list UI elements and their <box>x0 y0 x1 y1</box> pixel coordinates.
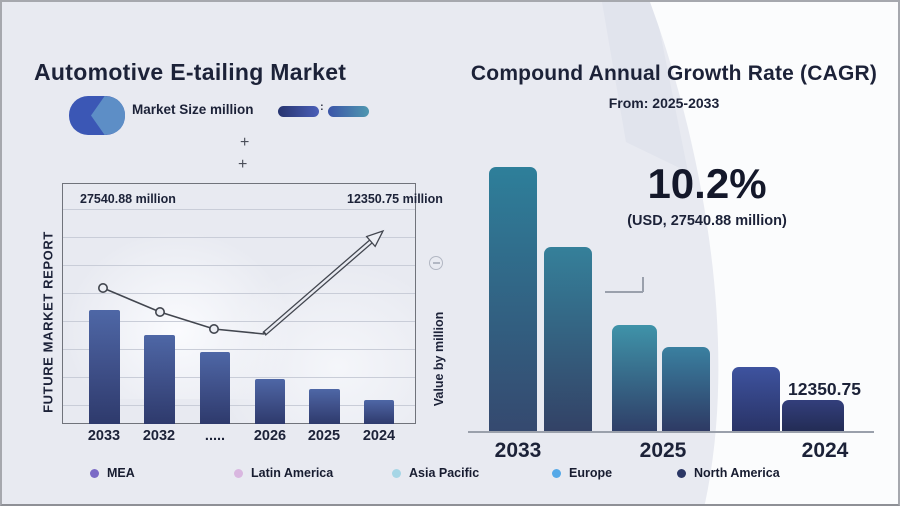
right-bar-2025-b <box>662 347 710 431</box>
legend-dot-europe <box>552 468 561 478</box>
start-value-label: 27540.88 million <box>80 192 176 206</box>
right-year-label-2033: 2033 <box>494 439 542 462</box>
gridline <box>63 293 415 294</box>
market-size-legend-label: Market Size million <box>132 102 254 117</box>
legend-dot-north-america <box>677 468 686 478</box>
legend-label-latin-america: Latin America <box>251 466 334 480</box>
legend-item-latin-america: Latin America <box>234 466 333 480</box>
left-year-label-2026: 2026 <box>253 428 287 444</box>
legend-label-europe: Europe <box>569 466 613 480</box>
left-year-label-2025: 2025 <box>307 428 341 444</box>
gridline <box>63 237 415 238</box>
left-bar-2024 <box>364 400 394 424</box>
legend-item-europe: Europe <box>552 466 612 480</box>
gridline <box>63 265 415 266</box>
right-bar-2033-a <box>489 167 537 431</box>
bar-value-annotation: 12350.75 <box>788 379 861 399</box>
cagr-note: (USD, 27540.88 million) <box>627 213 787 229</box>
gridline <box>63 349 415 350</box>
vertical-watermark-text: FUTURE MARKET REPORT <box>40 231 56 413</box>
left-year-label-2032: 2032 <box>142 428 176 444</box>
right-year-label-2024: 2024 <box>801 439 849 462</box>
corner-bracket <box>605 291 643 293</box>
right-bar-2033-b <box>544 247 592 431</box>
gridline <box>63 209 415 210</box>
pill-shape-dark <box>278 106 319 117</box>
right-bar-2025-a <box>612 325 657 431</box>
legend-dot-latin-america <box>234 468 243 478</box>
legend-item-mea: MEA <box>90 466 135 480</box>
legend-dot-mea <box>90 468 99 478</box>
legend-label-north-america: North America <box>694 466 780 480</box>
left-year-label-2024: 2024 <box>362 428 396 444</box>
plus-mark-icon: + <box>238 156 248 173</box>
pill-separator: : <box>320 101 324 113</box>
left-bar-2033 <box>89 310 120 424</box>
legend-dot-asia-pacific <box>392 468 401 478</box>
right-year-label-2025: 2025 <box>639 439 687 462</box>
cagr-title: Compound Annual Growth Rate (CAGR) <box>470 62 878 85</box>
legend-label-mea: MEA <box>107 466 135 480</box>
legend-item-north-america: North America <box>677 466 780 480</box>
right-bar-2024-b <box>782 400 844 431</box>
background-wedge-shape <box>602 2 688 172</box>
left-bar-dots <box>200 352 230 424</box>
cylinder-icon <box>69 96 125 135</box>
gridline <box>63 405 415 406</box>
background-white-curve <box>650 2 898 504</box>
page-title: Automotive E-tailing Market <box>34 59 347 85</box>
cylinder-icon-facet <box>91 96 125 135</box>
circled-minus-icon <box>429 256 443 270</box>
legend-label-asia-pacific: Asia Pacific <box>409 466 480 480</box>
pill-shape-teal <box>328 106 369 117</box>
end-value-label: 12350.75 million <box>347 192 443 206</box>
cagr-subtitle: From: 2025-2033 <box>608 95 720 111</box>
y-axis-label: Value by million <box>432 311 446 407</box>
right-bar-2024-a <box>732 367 780 431</box>
right-chart-axis-line <box>468 431 874 433</box>
gridline <box>63 377 415 378</box>
left-bar-2026 <box>255 379 285 424</box>
left-bar-2025 <box>309 389 340 424</box>
corner-bracket <box>642 277 644 292</box>
left-year-label-2033: 2033 <box>87 428 121 444</box>
legend-item-asia-pacific: Asia Pacific <box>392 466 479 480</box>
plus-mark-icon: + <box>240 134 250 151</box>
left-bar-2032 <box>144 335 175 424</box>
left-year-label-dots: ..... <box>204 428 226 444</box>
cagr-value: 10.2% <box>647 160 767 207</box>
